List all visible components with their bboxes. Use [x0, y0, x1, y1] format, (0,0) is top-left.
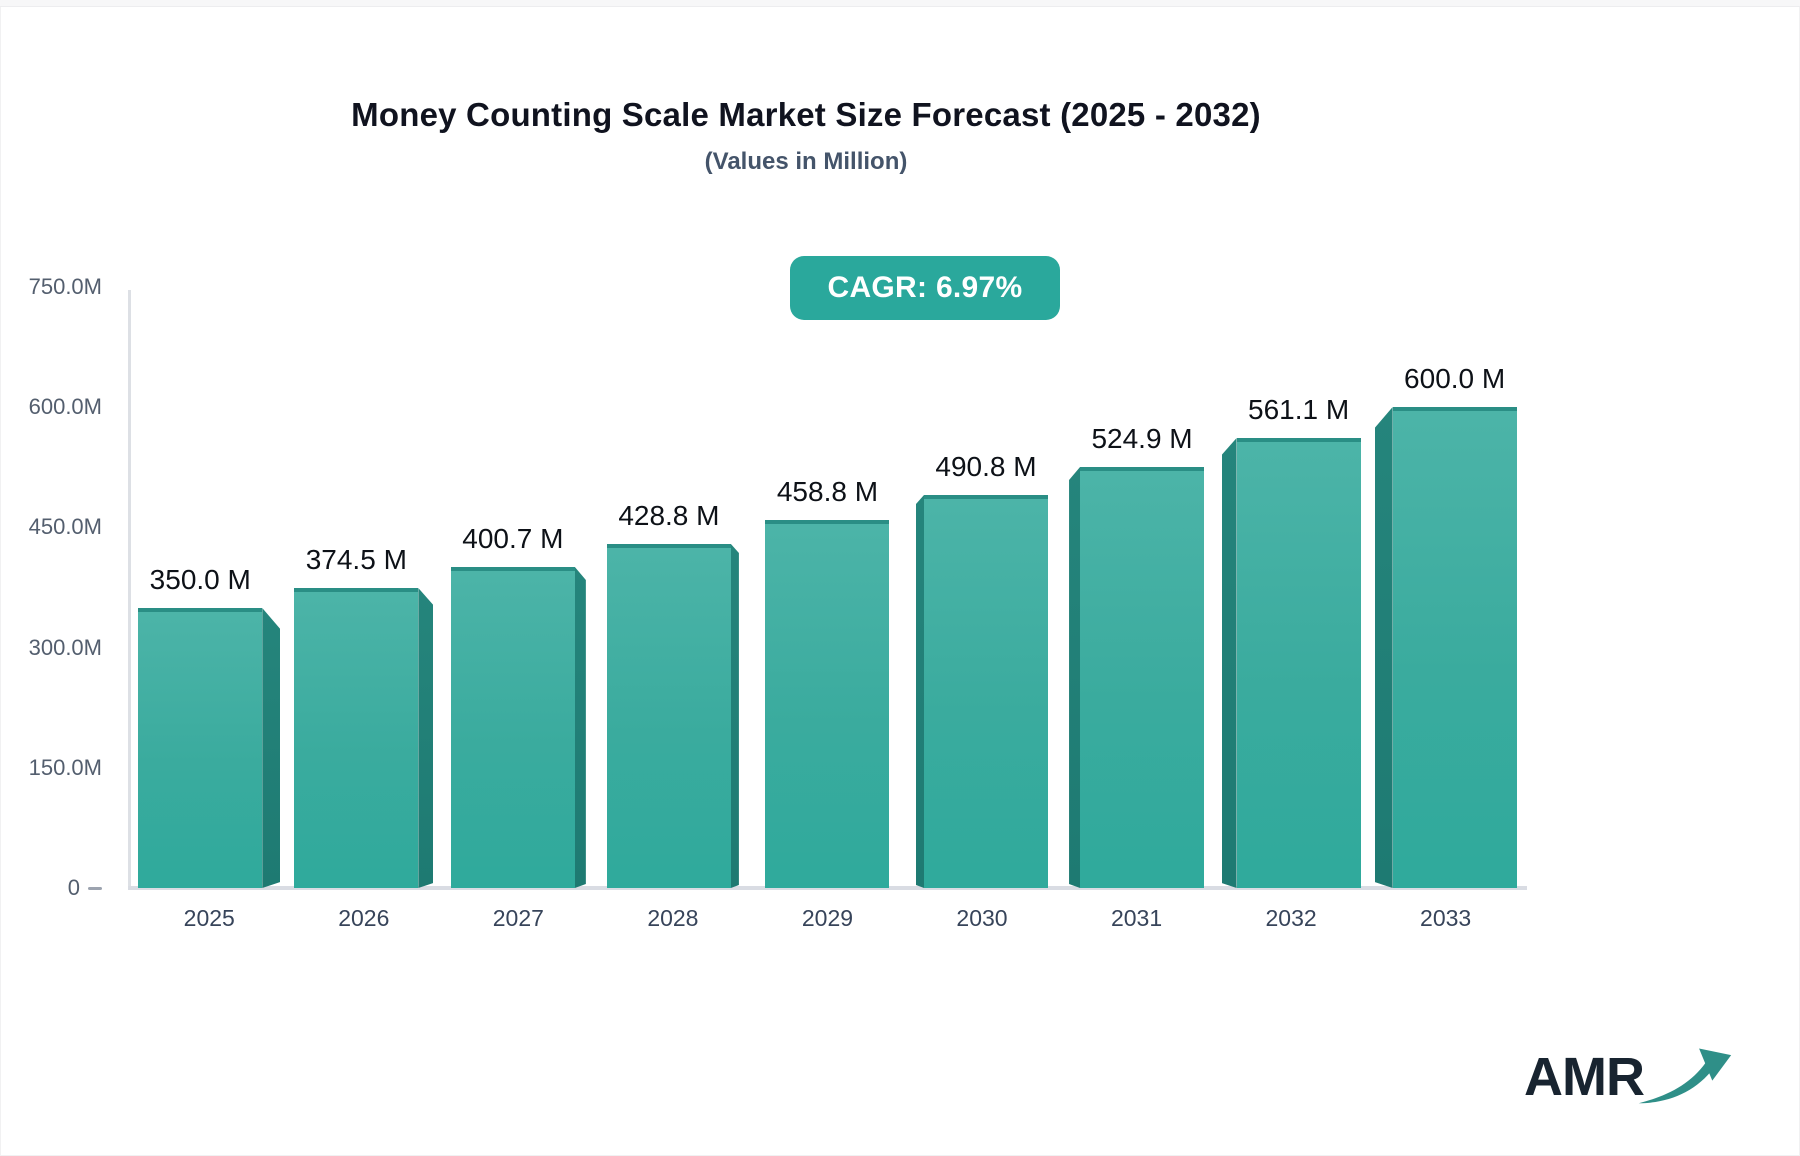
y-axis-tick: 600.0M	[2, 393, 102, 421]
x-axis-label: 2032	[1265, 905, 1317, 931]
y-axis-tick-label: 750.0M	[28, 274, 102, 299]
bar-side-bevel	[731, 544, 739, 888]
bar	[606, 544, 739, 888]
x-axis-label: 2030	[956, 905, 1008, 931]
y-axis-tick-mark	[88, 886, 102, 890]
x-axis-label: 2029	[801, 905, 854, 931]
bar	[294, 588, 433, 888]
bar-slot: 600.0 M 2033	[1371, 287, 1521, 931]
x-axis-label: 2026	[338, 905, 390, 931]
bar	[765, 520, 890, 888]
bar-value-label: 561.1 M	[1248, 394, 1350, 425]
y-axis-tick-label: 600.0M	[28, 394, 102, 420]
bar-slot: 350.0 M 2025	[134, 287, 284, 931]
bar-slot: 458.8 M 2029	[752, 287, 902, 931]
bar-face	[138, 608, 263, 888]
y-axis-tick: 0	[2, 874, 102, 902]
cagr-badge: CAGR: 6.97%	[790, 256, 1060, 320]
amr-logo-text: AMR	[1524, 1047, 1645, 1107]
y-axis-tick-label: 0	[67, 875, 80, 900]
bar-face	[294, 588, 419, 888]
bar	[450, 567, 586, 888]
bar-slot: 400.7 M 2027	[443, 287, 593, 931]
y-axis-tick-label: 150.0M	[28, 754, 102, 780]
bar-value-label: 400.7 M	[462, 523, 564, 554]
bar-value-label: 428.8 M	[618, 500, 720, 531]
bar	[1375, 407, 1517, 888]
window-top-edge	[0, 0, 1800, 7]
bar-face	[606, 544, 731, 888]
bar-slot: 374.5 M 2026	[289, 287, 439, 931]
bar-value-label: 524.9 M	[1091, 423, 1193, 454]
y-axis-line	[128, 290, 131, 888]
x-axis-label: 2025	[183, 905, 235, 931]
y-axis: 750.0M 600.0M 450.0M 300.0M 150.0M 0	[0, 0, 116, 1156]
y-axis-tick-label: 300.0M	[28, 634, 102, 660]
bar-value-label: 490.8 M	[935, 451, 1037, 482]
bar	[1222, 438, 1361, 888]
bar-slot: 561.1 M 2032	[1216, 287, 1366, 931]
bar-side-bevel	[418, 588, 433, 888]
bar-side-bevel	[1222, 438, 1237, 888]
bar-face	[765, 520, 890, 888]
bar-slot: 490.8 M 2030	[907, 287, 1057, 931]
y-axis-tick: 150.0M	[2, 754, 102, 782]
y-axis-tick: 450.0M	[2, 513, 102, 541]
x-axis-label: 2027	[492, 905, 544, 931]
bar-side-bevel	[1375, 407, 1393, 888]
bar-value-label: 374.5 M	[305, 544, 407, 575]
bar-plot-area: 350.0 M 2025 374.5 M 2026 400.7 M 2027 428.8 M…	[132, 287, 1523, 931]
bar	[1069, 467, 1205, 888]
x-axis-label: 2028	[647, 905, 699, 931]
bar	[916, 495, 1048, 888]
x-axis-label: 2031	[1110, 905, 1163, 931]
bar-slot: 428.8 M 2028	[598, 287, 748, 931]
bar-face	[450, 567, 575, 888]
bar-side-bevel	[1069, 467, 1080, 888]
x-axis-label: 2033	[1420, 905, 1472, 931]
x-axis-baseline	[128, 886, 1527, 890]
bar-value-label: 600.0 M	[1404, 363, 1506, 394]
bar-side-bevel	[262, 608, 280, 888]
cagr-badge-label: CAGR: 6.97%	[827, 271, 1023, 304]
bar-slot: 524.9 M 2031	[1062, 287, 1212, 931]
growth-arrow-icon	[1638, 1048, 1732, 1104]
y-axis-tick: 750.0M	[2, 273, 102, 301]
bar-value-label: 458.8 M	[776, 476, 879, 507]
y-axis-tick: 300.0M	[2, 634, 102, 662]
amr-logo: AMR	[1524, 1032, 1754, 1122]
y-axis-tick-label: 450.0M	[28, 514, 102, 540]
bar-face	[1236, 438, 1361, 888]
bar-face	[1080, 467, 1205, 888]
bar	[138, 608, 280, 888]
bar-value-label: 350.0 M	[149, 564, 251, 595]
bar-face	[924, 495, 1048, 888]
chart-title: Money Counting Scale Market Size Forecas…	[351, 96, 1261, 133]
bar-side-bevel	[575, 567, 586, 888]
bar-side-bevel	[916, 495, 924, 888]
bar-face	[1392, 407, 1517, 888]
chart-subtitle: (Values in Million)	[704, 148, 908, 175]
